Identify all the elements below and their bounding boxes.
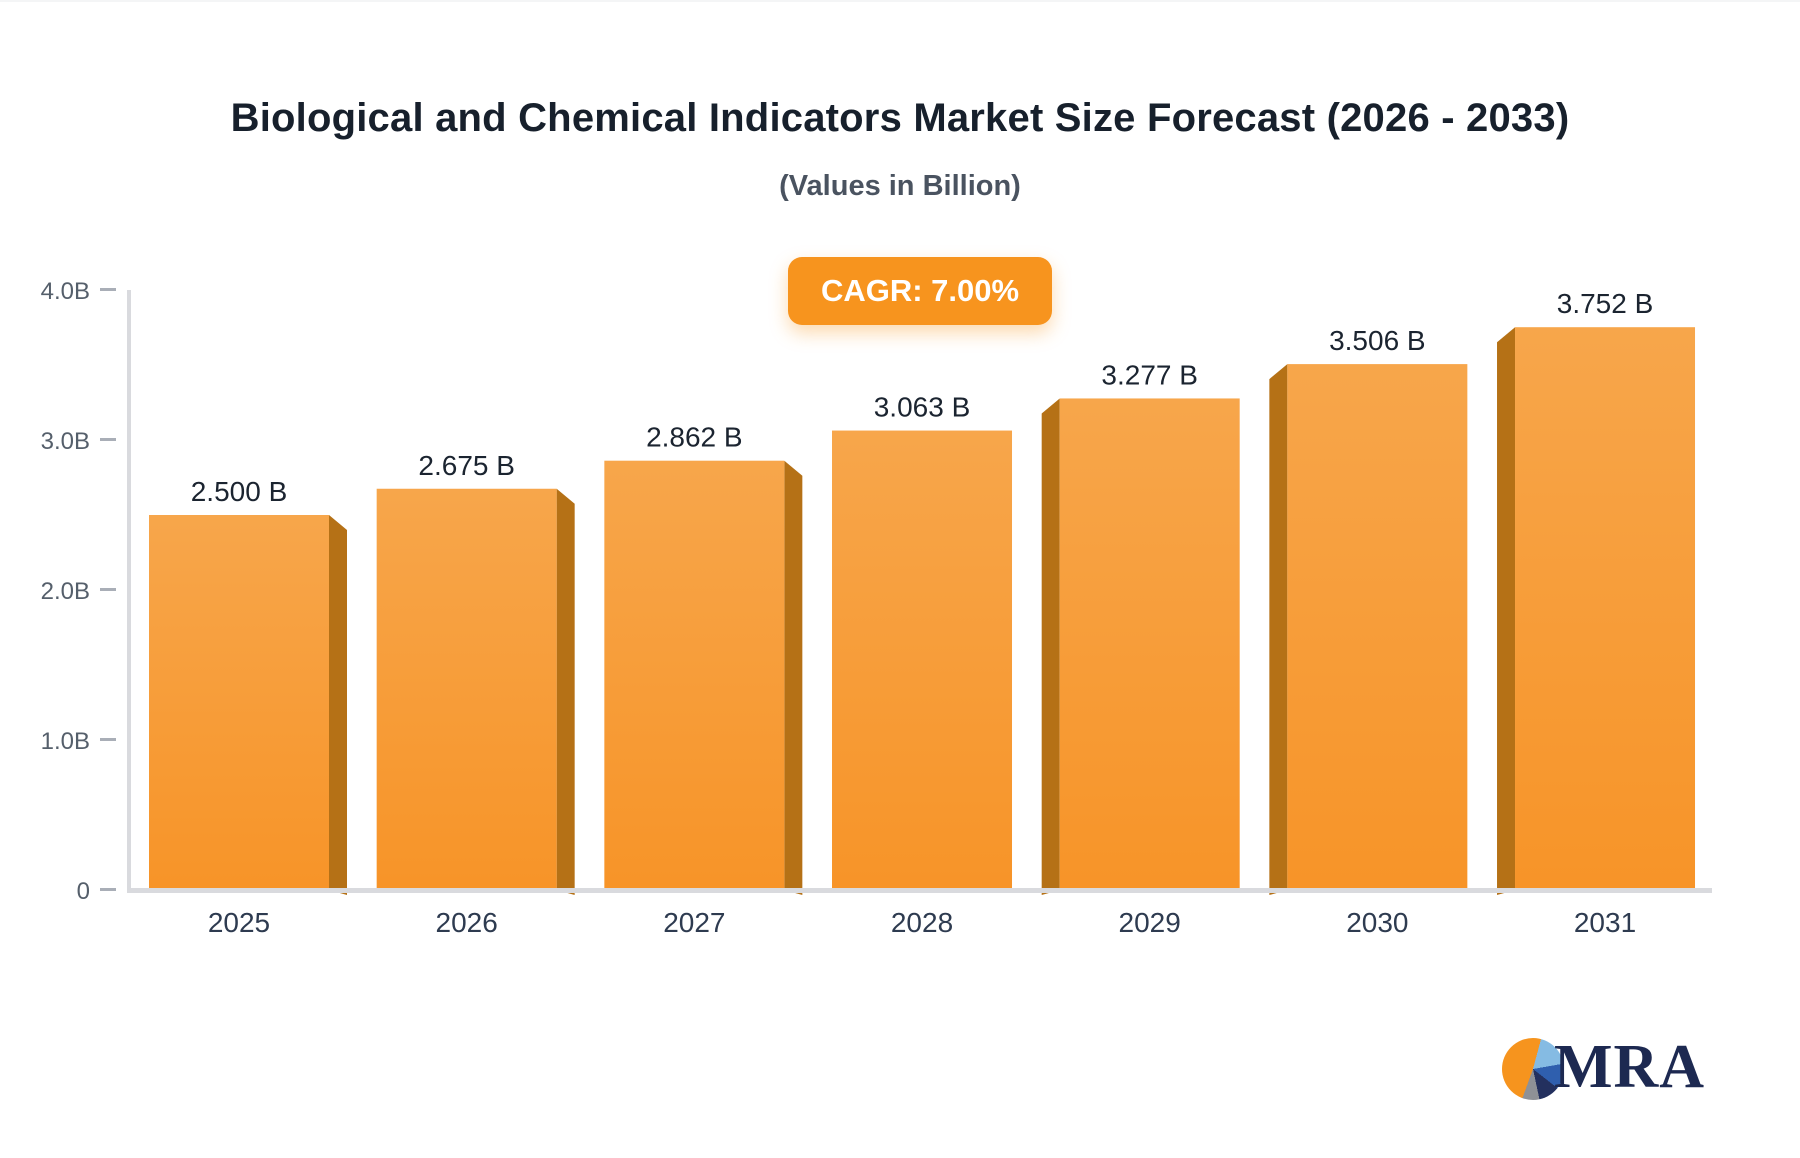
bar-side-2031 bbox=[1497, 327, 1516, 895]
year-label-2025: 2025 bbox=[208, 907, 270, 938]
value-label-2026: 2.675 B bbox=[418, 450, 515, 481]
bar-side-2030 bbox=[1269, 364, 1288, 896]
bar-side-2029 bbox=[1041, 398, 1060, 895]
value-label-2031: 3.752 B bbox=[1557, 288, 1654, 319]
value-label-2029: 3.277 B bbox=[1101, 359, 1198, 390]
year-label-2029: 2029 bbox=[1119, 907, 1181, 938]
bar-2030 bbox=[1287, 364, 1468, 891]
bars-layer bbox=[149, 327, 1696, 896]
bar-2027 bbox=[604, 460, 785, 890]
axis-layer bbox=[100, 288, 1712, 893]
chart-subtitle: (Values in Billion) bbox=[779, 170, 1021, 202]
y-tick-label-2.0B: 2.0B bbox=[41, 578, 90, 605]
chart-title: Biological and Chemical Indicators Marke… bbox=[230, 96, 1570, 140]
cagr-badge-label: CAGR: 7.00% bbox=[820, 273, 1020, 308]
y-tick-dash-1.0B bbox=[100, 738, 116, 741]
y-tick-label-3.0B: 3.0B bbox=[41, 428, 90, 455]
value-label-2030: 3.506 B bbox=[1329, 325, 1426, 356]
x-axis-line bbox=[127, 888, 1712, 893]
labels-layer: 4.0B 3.0B 2.0B 1.0B 0 2.500 B 2025 2.675 B 2026 2… bbox=[41, 278, 1654, 938]
bar-side-2026 bbox=[556, 488, 575, 895]
y-tick-label-1.0B: 1.0B bbox=[41, 728, 90, 755]
bar-2025 bbox=[149, 515, 329, 890]
year-label-2028: 2028 bbox=[891, 907, 953, 938]
value-label-2025: 2.500 B bbox=[191, 476, 288, 507]
value-label-2028: 3.063 B bbox=[874, 392, 971, 423]
bar-2026 bbox=[376, 488, 557, 890]
y-tick-dash-3.0B bbox=[100, 438, 116, 441]
mra-logo: MRA bbox=[1502, 1033, 1706, 1101]
year-label-2027: 2027 bbox=[663, 907, 725, 938]
y-tick-dash-2.0B bbox=[100, 588, 116, 591]
value-label-2027: 2.862 B bbox=[646, 422, 743, 453]
y-tick-dash-0 bbox=[100, 888, 116, 891]
year-label-2031: 2031 bbox=[1574, 907, 1636, 938]
logo-text: MRA bbox=[1554, 1033, 1706, 1101]
y-tick-label-0: 0 bbox=[77, 878, 90, 905]
y-tick-label-4.0B: 4.0B bbox=[41, 278, 90, 305]
pie-chart-logo-icon bbox=[1502, 1038, 1564, 1100]
bar-side-2027 bbox=[784, 460, 803, 895]
y-tick-dash-4.0B bbox=[100, 288, 116, 291]
year-label-2026: 2026 bbox=[436, 907, 498, 938]
y-axis-line bbox=[127, 290, 131, 892]
bar-2029 bbox=[1059, 398, 1240, 890]
bar-2028 bbox=[832, 430, 1013, 890]
bar-2031 bbox=[1515, 327, 1696, 890]
year-label-2030: 2030 bbox=[1346, 907, 1408, 938]
cagr-badge: CAGR: 7.00% bbox=[788, 257, 1052, 325]
bar-side-2025 bbox=[329, 515, 347, 895]
